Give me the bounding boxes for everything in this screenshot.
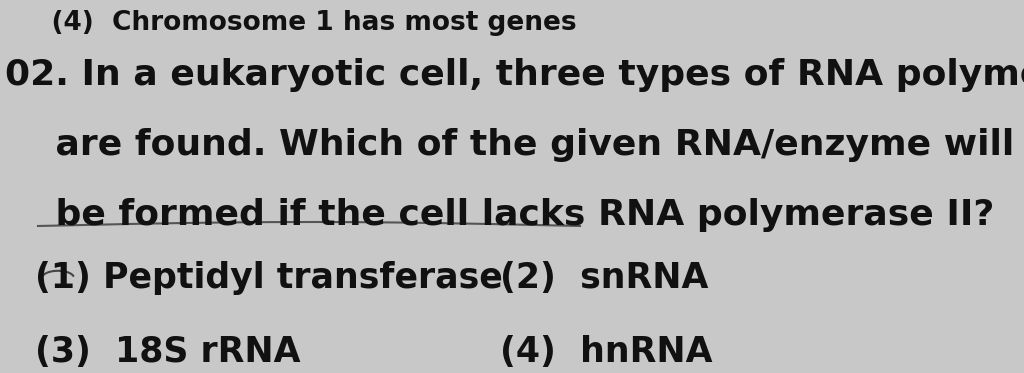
- Text: are found. Which of the given RNA/enzyme will not: are found. Which of the given RNA/enzyme…: [5, 128, 1024, 162]
- Text: 02. In a eukaryotic cell, three types of RNA polymerases: 02. In a eukaryotic cell, three types of…: [5, 58, 1024, 92]
- Text: (3)  18S rRNA: (3) 18S rRNA: [35, 335, 300, 369]
- Text: (4)  hnRNA: (4) hnRNA: [500, 335, 713, 369]
- Text: be formed if the cell lacks RNA polymerase II?: be formed if the cell lacks RNA polymera…: [5, 198, 994, 232]
- Text: (2)  snRNA: (2) snRNA: [500, 261, 709, 295]
- Text: (1) Peptidyl transferase: (1) Peptidyl transferase: [35, 261, 503, 295]
- Text: (4)  Chromosome 1 has most genes: (4) Chromosome 1 has most genes: [15, 10, 577, 36]
